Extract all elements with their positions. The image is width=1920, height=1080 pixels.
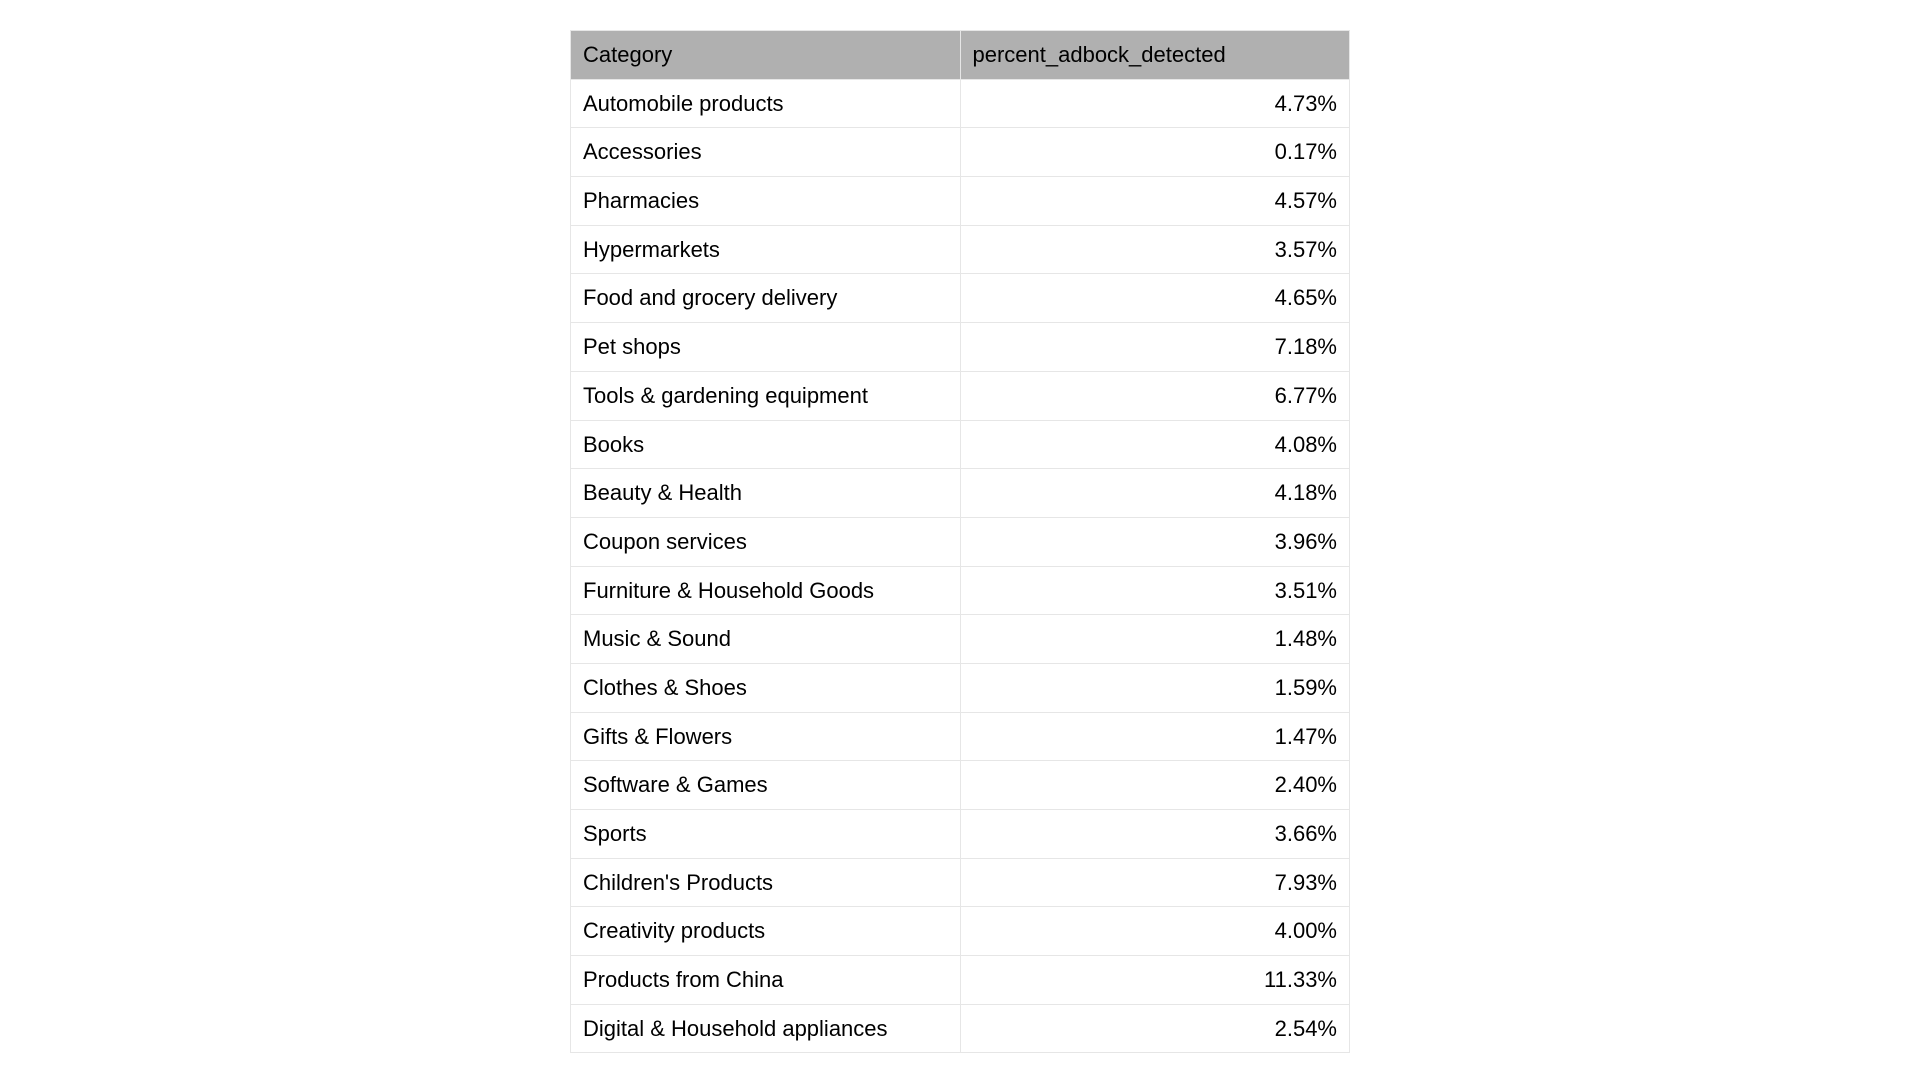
col-header-percent: percent_adbock_detected — [960, 31, 1350, 80]
cell-percent: 0.17% — [960, 128, 1350, 177]
cell-category: Clothes & Shoes — [571, 663, 961, 712]
table-row: Hypermarkets3.57% — [571, 225, 1350, 274]
cell-category: Pharmacies — [571, 177, 961, 226]
cell-percent: 1.47% — [960, 712, 1350, 761]
cell-category: Software & Games — [571, 761, 961, 810]
adblock-table-container: Category percent_adbock_detected Automob… — [570, 30, 1350, 1053]
cell-percent: 1.48% — [960, 615, 1350, 664]
cell-percent: 3.66% — [960, 810, 1350, 859]
table-row: Gifts & Flowers1.47% — [571, 712, 1350, 761]
table-header-row: Category percent_adbock_detected — [571, 31, 1350, 80]
cell-percent: 1.59% — [960, 663, 1350, 712]
cell-percent: 11.33% — [960, 956, 1350, 1005]
table-row: Automobile products4.73% — [571, 79, 1350, 128]
cell-percent: 3.57% — [960, 225, 1350, 274]
cell-category: Accessories — [571, 128, 961, 177]
table-row: Music & Sound1.48% — [571, 615, 1350, 664]
cell-category: Automobile products — [571, 79, 961, 128]
table-row: Products from China11.33% — [571, 956, 1350, 1005]
cell-category: Books — [571, 420, 961, 469]
cell-percent: 4.18% — [960, 469, 1350, 518]
cell-percent: 4.65% — [960, 274, 1350, 323]
cell-percent: 7.18% — [960, 323, 1350, 372]
cell-category: Music & Sound — [571, 615, 961, 664]
cell-category: Pet shops — [571, 323, 961, 372]
cell-category: Hypermarkets — [571, 225, 961, 274]
table-row: Accessories0.17% — [571, 128, 1350, 177]
cell-category: Sports — [571, 810, 961, 859]
cell-percent: 3.51% — [960, 566, 1350, 615]
cell-percent: 4.57% — [960, 177, 1350, 226]
cell-percent: 3.96% — [960, 517, 1350, 566]
table-row: Software & Games2.40% — [571, 761, 1350, 810]
table-row: Furniture & Household Goods3.51% — [571, 566, 1350, 615]
table-row: Creativity products4.00% — [571, 907, 1350, 956]
table-row: Digital & Household appliances2.54% — [571, 1004, 1350, 1053]
cell-category: Products from China — [571, 956, 961, 1005]
table-row: Sports3.66% — [571, 810, 1350, 859]
cell-category: Digital & Household appliances — [571, 1004, 961, 1053]
cell-category: Beauty & Health — [571, 469, 961, 518]
cell-category: Creativity products — [571, 907, 961, 956]
cell-category: Food and grocery delivery — [571, 274, 961, 323]
col-header-category: Category — [571, 31, 961, 80]
table-row: Pet shops7.18% — [571, 323, 1350, 372]
table-row: Food and grocery delivery4.65% — [571, 274, 1350, 323]
table-row: Books4.08% — [571, 420, 1350, 469]
table-row: Clothes & Shoes1.59% — [571, 663, 1350, 712]
cell-percent: 4.08% — [960, 420, 1350, 469]
cell-category: Furniture & Household Goods — [571, 566, 961, 615]
table-row: Pharmacies4.57% — [571, 177, 1350, 226]
cell-category: Gifts & Flowers — [571, 712, 961, 761]
cell-percent: 6.77% — [960, 371, 1350, 420]
table-row: Coupon services3.96% — [571, 517, 1350, 566]
table-row: Children's Products7.93% — [571, 858, 1350, 907]
table-row: Tools & gardening equipment6.77% — [571, 371, 1350, 420]
cell-percent: 4.00% — [960, 907, 1350, 956]
cell-category: Coupon services — [571, 517, 961, 566]
cell-category: Tools & gardening equipment — [571, 371, 961, 420]
cell-percent: 2.40% — [960, 761, 1350, 810]
cell-category: Children's Products — [571, 858, 961, 907]
cell-percent: 4.73% — [960, 79, 1350, 128]
cell-percent: 7.93% — [960, 858, 1350, 907]
table-row: Beauty & Health4.18% — [571, 469, 1350, 518]
cell-percent: 2.54% — [960, 1004, 1350, 1053]
adblock-table: Category percent_adbock_detected Automob… — [570, 30, 1350, 1053]
